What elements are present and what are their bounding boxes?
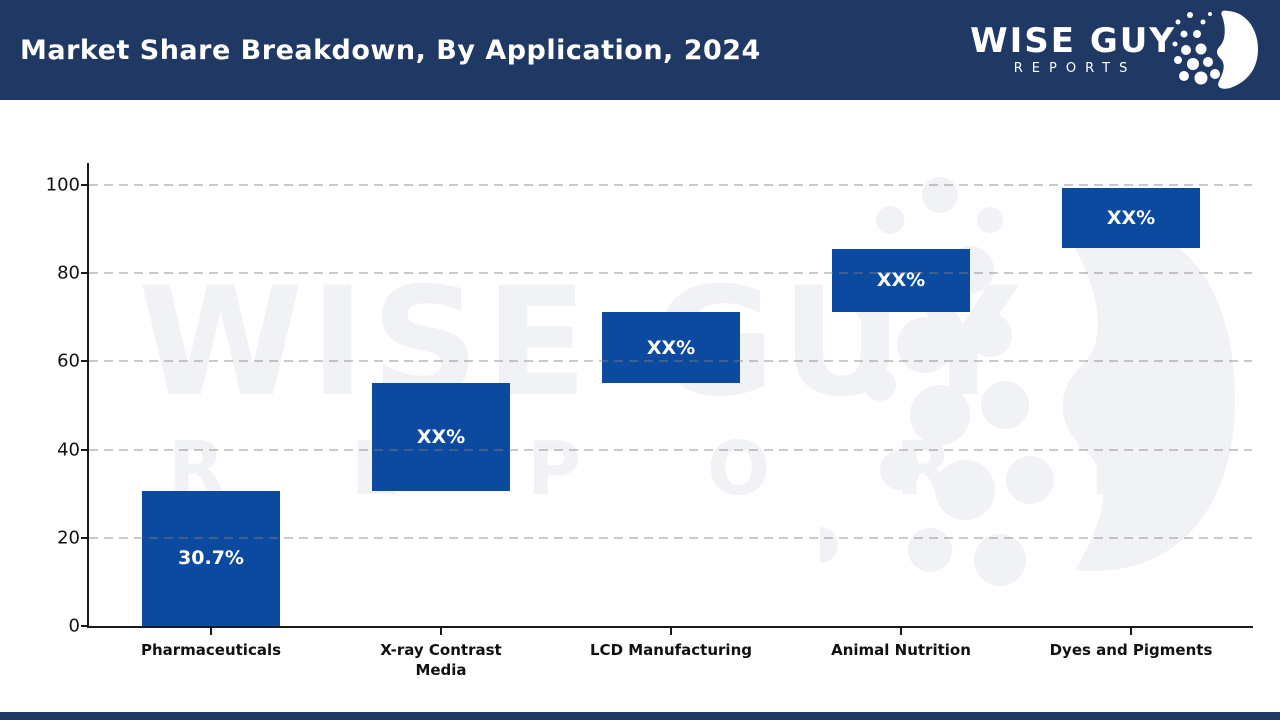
y-tick-label: 0 — [68, 615, 80, 637]
bar-value-label: XX% — [646, 336, 696, 359]
bar-x-ray-contrast-media: XX% — [372, 383, 510, 491]
bar-value-label: XX% — [416, 426, 466, 449]
logo-wordmark: WISE GUY — [970, 21, 1176, 61]
y-tick-label: 80 — [57, 262, 80, 284]
x-axis-label-pharmaceuticals: Pharmaceuticals — [140, 641, 282, 659]
x-axis-line — [87, 626, 1253, 628]
logo-face-icon — [1172, 10, 1258, 89]
waterfall-chart: 0 20 40 60 80 100 30.7% XX% XX% XX% XX% Pharmaceuti… — [0, 100, 1280, 712]
x-axis-label-dyes-and-pigments: Dyes and Pigments — [1049, 641, 1213, 659]
y-tick-mark — [81, 448, 88, 451]
y-tick-mark — [81, 536, 88, 539]
y-tick-mark — [81, 184, 88, 186]
watermark-face-icon — [820, 177, 1235, 586]
x-tick-mark — [670, 628, 672, 635]
x-axis-label-lcd-manufacturing: LCD Manufacturing — [590, 641, 752, 659]
x-tick-mark — [1130, 628, 1132, 635]
bar-animal-nutrition: XX% — [832, 248, 970, 312]
y-tick-label: 100 — [45, 174, 80, 196]
x-axis-label-animal-nutrition: Animal Nutrition — [831, 641, 971, 659]
page-title: Market Share Breakdown, By Application, … — [20, 34, 761, 66]
bar-value-label: XX% — [1106, 207, 1156, 230]
y-tick-mark — [81, 272, 88, 275]
y-tick-mark — [81, 360, 88, 363]
footer-bar — [0, 712, 1280, 720]
x-tick-mark — [440, 628, 442, 635]
x-tick-mark — [900, 628, 902, 635]
gridline-60 — [89, 360, 1252, 363]
bar-pharmaceuticals: 30.7% — [142, 490, 280, 626]
y-tick-mark — [81, 625, 88, 627]
gridline-40 — [89, 448, 1252, 451]
y-axis-line — [87, 163, 89, 628]
bar-lcd-manufacturing: XX% — [602, 312, 740, 384]
x-axis-label-x-ray-contrast-media: X-ray Contrast Media — [380, 641, 502, 680]
y-tick-label: 20 — [57, 527, 80, 549]
bar-value-label: XX% — [876, 269, 926, 292]
y-tick-label: 60 — [57, 350, 80, 372]
gridline-80 — [89, 272, 1252, 275]
header-bar: Market Share Breakdown, By Application, … — [0, 0, 1280, 100]
x-tick-mark — [210, 628, 212, 635]
y-tick-label: 40 — [57, 439, 80, 461]
logo-text: WISE GUY REPORTS — [970, 24, 1176, 76]
logo-subtitle: REPORTS — [1013, 61, 1137, 76]
wise-guy-reports-logo: WISE GUY REPORTS — [970, 7, 1280, 93]
bar-value-label: 30.7% — [178, 547, 244, 570]
bar-dyes-and-pigments: XX% — [1062, 187, 1200, 249]
gridline-100 — [89, 184, 1252, 186]
gridline-20 — [89, 536, 1252, 539]
